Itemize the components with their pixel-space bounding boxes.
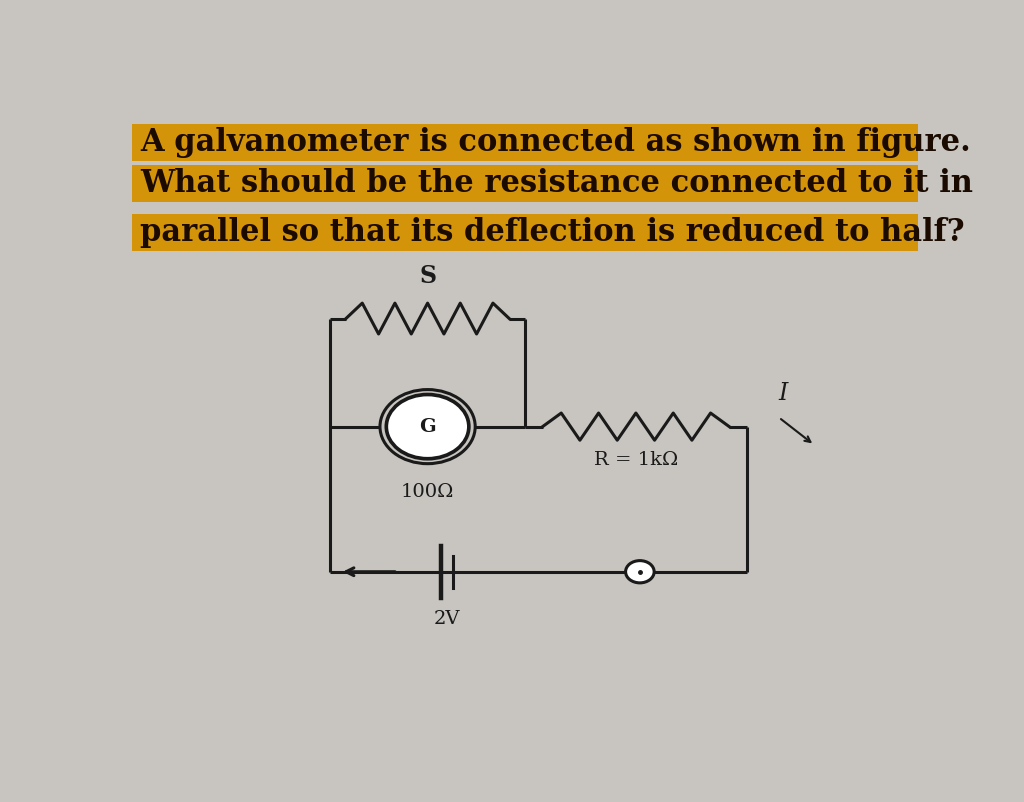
Bar <box>132 124 918 161</box>
Circle shape <box>386 395 469 459</box>
Text: S: S <box>419 264 436 288</box>
Text: R = 1kΩ: R = 1kΩ <box>594 452 678 469</box>
Circle shape <box>380 390 475 464</box>
Text: parallel so that its deflection is reduced to half?: parallel so that its deflection is reduc… <box>140 217 965 248</box>
Text: G: G <box>419 418 436 435</box>
Bar <box>132 213 918 250</box>
Text: A galvanometer is connected as shown in figure.: A galvanometer is connected as shown in … <box>140 127 971 158</box>
Text: What should be the resistance connected to it in: What should be the resistance connected … <box>140 168 973 200</box>
Text: I: I <box>778 382 787 405</box>
Bar <box>132 165 918 202</box>
Circle shape <box>626 561 654 583</box>
Text: 2V: 2V <box>434 610 460 628</box>
Text: 100Ω: 100Ω <box>401 484 455 501</box>
